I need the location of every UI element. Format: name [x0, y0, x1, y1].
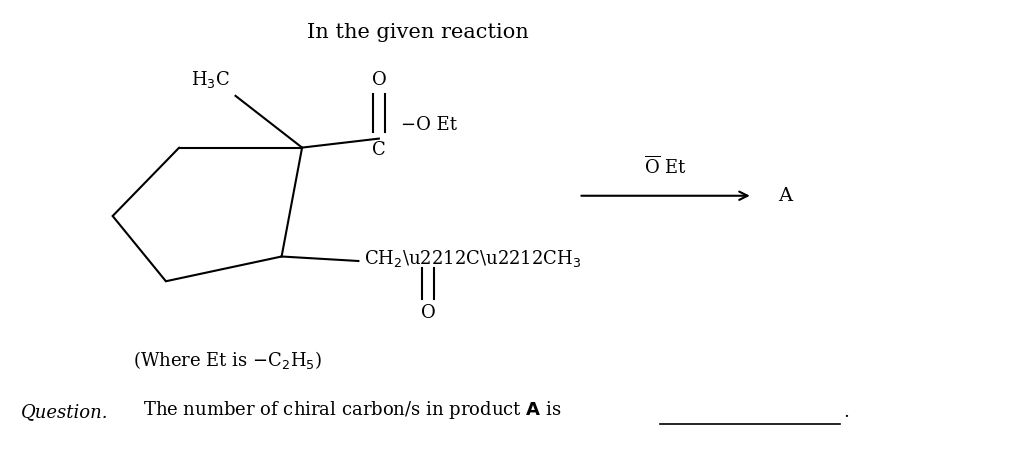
- Text: Question.: Question.: [20, 403, 108, 421]
- Text: −O Et: −O Et: [401, 116, 458, 134]
- Text: .: .: [843, 403, 849, 421]
- Text: A: A: [778, 187, 793, 205]
- Text: CH$_2$\u2212C\u2212CH$_3$: CH$_2$\u2212C\u2212CH$_3$: [364, 248, 581, 269]
- Text: C: C: [372, 141, 386, 159]
- Text: The number of chiral carbon/s in product $\mathbf{A}$ is: The number of chiral carbon/s in product…: [143, 399, 562, 421]
- Text: O: O: [372, 71, 386, 89]
- Text: H$_3$C: H$_3$C: [191, 69, 230, 90]
- Text: $\mathregular{\overline{O}}$ Et: $\mathregular{\overline{O}}$ Et: [644, 155, 687, 178]
- Text: In the given reaction: In the given reaction: [307, 22, 529, 41]
- Text: (Where Et is $-$C$_2$H$_5$): (Where Et is $-$C$_2$H$_5$): [133, 349, 323, 371]
- Text: O: O: [421, 304, 435, 322]
